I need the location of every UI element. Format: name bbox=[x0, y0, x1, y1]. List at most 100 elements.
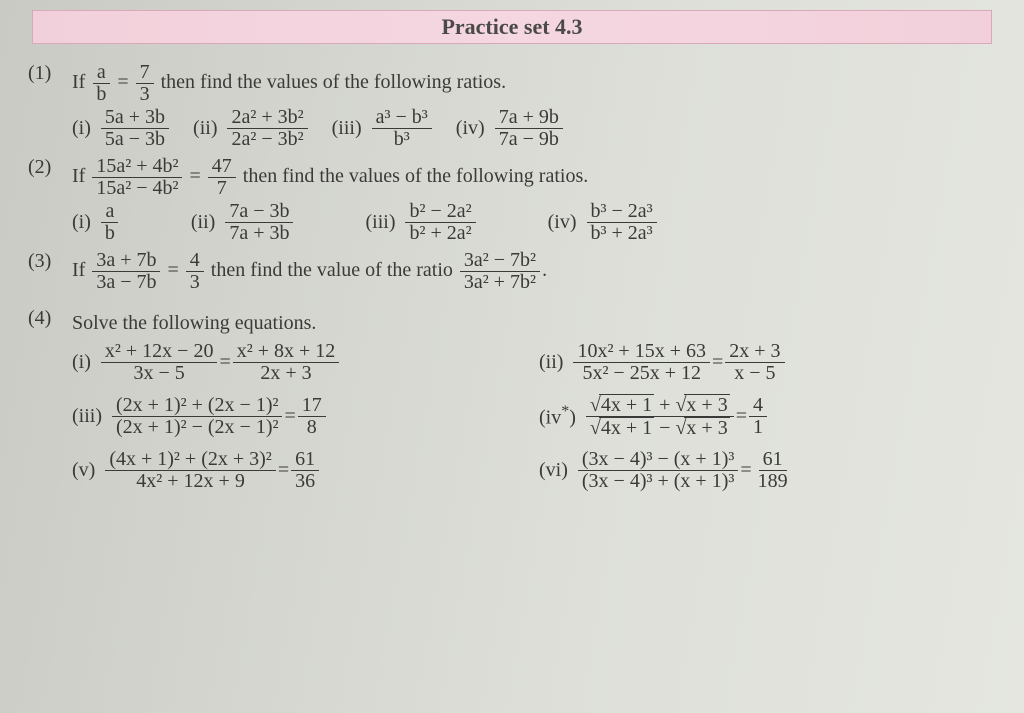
q4-ii-l: 10x² + 15x + 63 5x² − 25x + 12 bbox=[573, 341, 710, 384]
q4-i-l: x² + 12x − 20 3x − 5 bbox=[101, 341, 218, 384]
q2-frac1: 15a² + 4b² 15a² − 4b² bbox=[92, 156, 182, 199]
q4-v-eq: = bbox=[278, 459, 289, 482]
q2-f1n: 15a² + 4b² bbox=[92, 156, 182, 178]
q2-iv-den: b³ + 2a³ bbox=[587, 223, 657, 244]
q4-v-ld: 4x² + 12x + 9 bbox=[132, 471, 249, 492]
q2-ii-den: 7a + 3b bbox=[225, 223, 293, 244]
q1-frac-3: 3 bbox=[136, 84, 154, 105]
q1-frac-73: 7 3 bbox=[136, 62, 154, 105]
q4-ii-rn: 2x + 3 bbox=[725, 341, 784, 363]
q1-i-n: (i) bbox=[72, 117, 91, 140]
practice-set-title: Practice set 4.3 bbox=[32, 10, 992, 44]
q1-ii-num: 2a² + 3b² bbox=[227, 107, 307, 129]
q3-if: If bbox=[72, 259, 85, 281]
q1-iii: (iii) a³ − b³ b³ bbox=[332, 107, 434, 150]
q3-number: (3) bbox=[28, 250, 72, 273]
q4-ii-n: (ii) bbox=[539, 351, 563, 374]
q1-tail: then find the values of the following ra… bbox=[161, 71, 506, 93]
question-3: (3) If 3a + 7b 3a − 7b = 4 3 then find t… bbox=[28, 250, 996, 293]
q4-i-r: x² + 8x + 12 2x + 3 bbox=[233, 341, 340, 384]
q1-subs: (i) 5a + 3b 5a − 3b (ii) 2a² + 3b² 2a² −… bbox=[72, 107, 996, 150]
q2-i-den: b bbox=[101, 223, 119, 244]
q4-lead: Solve the following equations. bbox=[72, 307, 996, 339]
q4-v-l: (4x + 1)² + (2x + 3)² 4x² + 12x + 9 bbox=[105, 449, 275, 492]
q4-ii-eq: = bbox=[712, 351, 723, 374]
q2-iv: (iv) b³ − 2a³ b³ + 2a³ bbox=[548, 201, 659, 244]
q3-body: If 3a + 7b 3a − 7b = 4 3 then find the v… bbox=[72, 250, 996, 293]
q4-iii-ln: (2x + 1)² + (2x − 1)² bbox=[112, 395, 282, 417]
q4-iv-rd: 1 bbox=[749, 417, 767, 438]
q1-i: (i) 5a + 3b 5a − 3b bbox=[72, 107, 171, 150]
q3-frac2: 4 3 bbox=[186, 250, 204, 293]
q3-f1n: 3a + 7b bbox=[92, 250, 160, 272]
q2-if: If bbox=[72, 165, 85, 187]
q4-iv-eq: = bbox=[736, 405, 747, 428]
q4-iii-r: 17 8 bbox=[298, 395, 326, 438]
q4-i: (i) x² + 12x − 20 3x − 5 = x² + 8x + 12 … bbox=[72, 341, 529, 384]
question-4: (4) Solve the following equations. bbox=[28, 307, 996, 339]
q4-iv-r: 4 1 bbox=[749, 395, 767, 438]
q4-v-n: (v) bbox=[72, 459, 95, 482]
q1-iii-den: b³ bbox=[390, 129, 414, 150]
q2-ii-frac: 7a − 3b 7a + 3b bbox=[225, 201, 293, 244]
q1-iii-frac: a³ − b³ b³ bbox=[372, 107, 432, 150]
q4-vi-n: (vi) bbox=[539, 459, 568, 482]
q2-ii-n: (ii) bbox=[191, 211, 215, 234]
q4-ii-rd: x − 5 bbox=[730, 363, 779, 384]
q4-v-ln: (4x + 1)² + (2x + 3)² bbox=[105, 449, 275, 471]
q2-eq: = bbox=[189, 165, 200, 187]
q2-i-n: (i) bbox=[72, 211, 91, 234]
q2-body: If 15a² + 4b² 15a² − 4b² = 47 7 then fin… bbox=[72, 156, 996, 199]
q4-vi-ln: (3x − 4)³ − (x + 1)³ bbox=[578, 449, 738, 471]
q4-v: (v) (4x + 1)² + (2x + 3)² 4x² + 12x + 9 … bbox=[72, 449, 529, 492]
q1-iii-num: a³ − b³ bbox=[372, 107, 432, 129]
q1-if: If bbox=[72, 71, 85, 93]
q1-frac-7: 7 bbox=[136, 62, 154, 84]
q4-iii: (iii) (2x + 1)² + (2x − 1)² (2x + 1)² − … bbox=[72, 394, 529, 439]
q1-ii-den: 2a² − 3b² bbox=[227, 129, 307, 150]
q4-iv: (iv*) 4x + 1 + x + 3 4x + 1 − x + 3 = 4 … bbox=[539, 394, 996, 439]
q3-frac3: 3a² − 7b² 3a² + 7b² bbox=[460, 250, 540, 293]
q1-frac-b: b bbox=[92, 84, 110, 105]
q2-number: (2) bbox=[28, 156, 72, 179]
q3-f3d: 3a² + 7b² bbox=[460, 272, 540, 293]
q4-vi-r: 61 189 bbox=[754, 449, 792, 492]
question-2: (2) If 15a² + 4b² 15a² − 4b² = 47 7 then… bbox=[28, 156, 996, 199]
q1-ii-n: (ii) bbox=[193, 117, 217, 140]
q3-eq: = bbox=[167, 259, 178, 281]
q4-iv-l: 4x + 1 + x + 3 4x + 1 − x + 3 bbox=[586, 394, 734, 439]
q4-i-ld: 3x − 5 bbox=[130, 363, 189, 384]
q4-v-rd: 36 bbox=[291, 471, 319, 492]
q1-i-den: 5a − 3b bbox=[101, 129, 169, 150]
q4-iv-rn: 4 bbox=[749, 395, 767, 417]
q3-mid: then find the value of the ratio bbox=[211, 259, 453, 281]
q2-iii-n: (iii) bbox=[365, 211, 395, 234]
q4-iv-minus-b: − bbox=[659, 417, 670, 439]
q4-iii-rn: 17 bbox=[298, 395, 326, 417]
q4-iv-open: (iv bbox=[539, 407, 561, 429]
q2-i-frac: a b bbox=[101, 201, 119, 244]
q1-i-num: 5a + 3b bbox=[101, 107, 169, 129]
q2-subs: (i) a b (ii) 7a − 3b 7a + 3b (iii) b² − … bbox=[72, 201, 996, 244]
q1-iv-n: (iv) bbox=[456, 117, 485, 140]
q4-iv-sa-t: 4x + 1 bbox=[599, 394, 654, 416]
q1-iv-den: 7a − 9b bbox=[495, 129, 563, 150]
q3-f1d: 3a − 7b bbox=[92, 272, 160, 293]
q2-f1d: 15a² − 4b² bbox=[92, 178, 182, 199]
q4-vi-rn: 61 bbox=[759, 449, 787, 471]
q3-tail: . bbox=[542, 259, 547, 281]
q4-i-n: (i) bbox=[72, 351, 91, 374]
q1-ii-frac: 2a² + 3b² 2a² − 3b² bbox=[227, 107, 307, 150]
q4-vi-eq: = bbox=[740, 459, 751, 482]
q4-ii-r: 2x + 3 x − 5 bbox=[725, 341, 784, 384]
q4-v-rn: 61 bbox=[291, 449, 319, 471]
q4-v-r: 61 36 bbox=[291, 449, 319, 492]
q1-ii: (ii) 2a² + 3b² 2a² − 3b² bbox=[193, 107, 310, 150]
q2-f2n: 47 bbox=[208, 156, 236, 178]
q2-iii-frac: b² − 2a² b² + 2a² bbox=[405, 201, 475, 244]
q4-iii-l: (2x + 1)² + (2x − 1)² (2x + 1)² − (2x − … bbox=[112, 395, 282, 438]
q4-i-ln: x² + 12x − 20 bbox=[101, 341, 218, 363]
q2-frac2: 47 7 bbox=[208, 156, 236, 199]
q1-iv-num: 7a + 9b bbox=[495, 107, 563, 129]
q1-iv-frac: 7a + 9b 7a − 9b bbox=[495, 107, 563, 150]
